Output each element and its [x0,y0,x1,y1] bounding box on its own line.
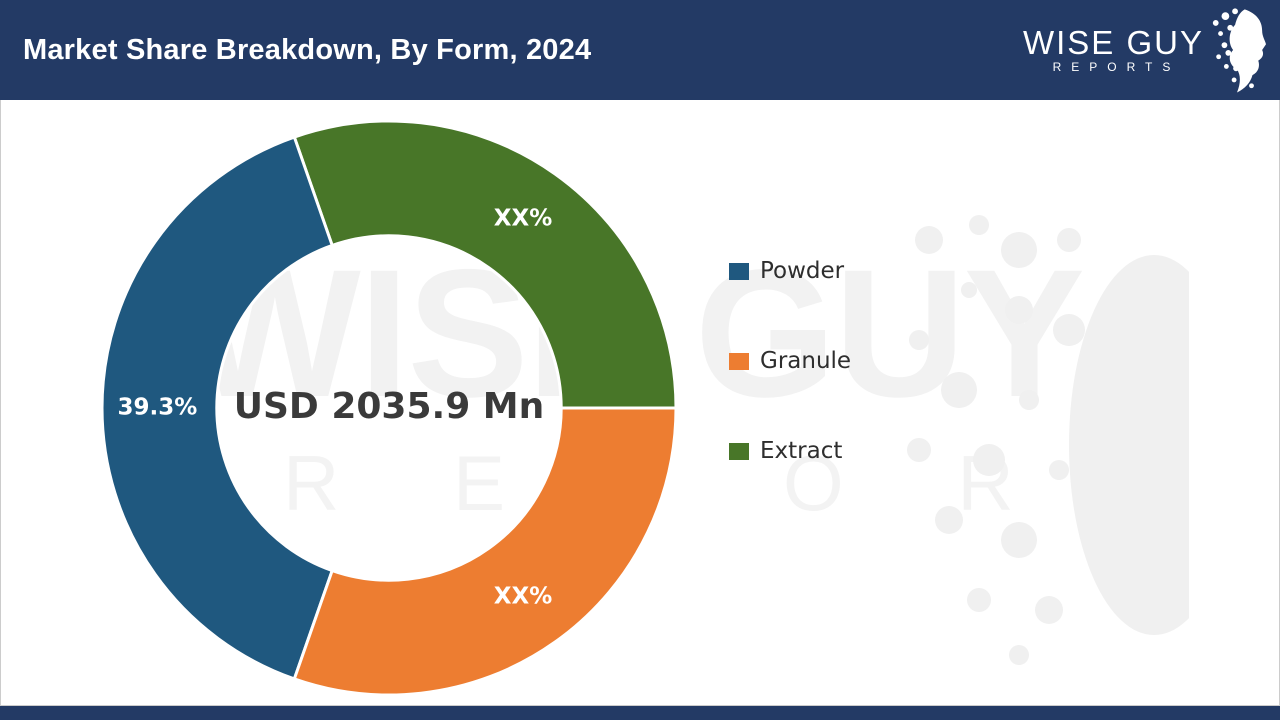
wedge-label-granule: XX% [494,583,553,609]
wedge-extract [292,119,678,410]
wedge-label-extract: XX% [494,206,553,232]
page-title: Market Share Breakdown, By Form, 2024 [23,33,592,66]
legend-label-extract: Extract [760,438,843,464]
watermark-head-icon [907,215,1189,665]
donut-center-value: USD 2035.9 Mn [233,386,545,427]
legend-item-powder: Powder [729,256,851,286]
wiseguy-logo: WISE GUY REPORTS [1023,7,1266,93]
legend-item-granule: Granule [729,346,851,376]
wedge-granule [292,406,678,697]
legend-label-powder: Powder [760,258,845,284]
donut-chart: XX% 39.3% XX% [100,119,678,697]
footer-bar [0,706,1280,720]
legend-item-extract: Extract [729,436,851,466]
chart-legend: Powder Granule Extract [729,256,851,526]
chart-canvas: WISE GUY R E P O R T S XX% 39.3% XX% USD 2… [0,100,1280,706]
logo-wordmark: WISE GUY [1022,23,1204,61]
wedge-powder [100,135,334,681]
legend-swatch-extract [729,442,749,460]
legend-label-granule: Granule [760,348,852,374]
legend-swatch-powder [729,262,749,280]
logo-head-icon [1212,8,1266,93]
logo-subtitle: REPORTS [1052,60,1181,75]
wedge-label-powder: 39.3% [118,395,198,421]
legend-swatch-granule [729,352,749,370]
header-bar: Market Share Breakdown, By Form, 2024 WI… [0,0,1280,100]
